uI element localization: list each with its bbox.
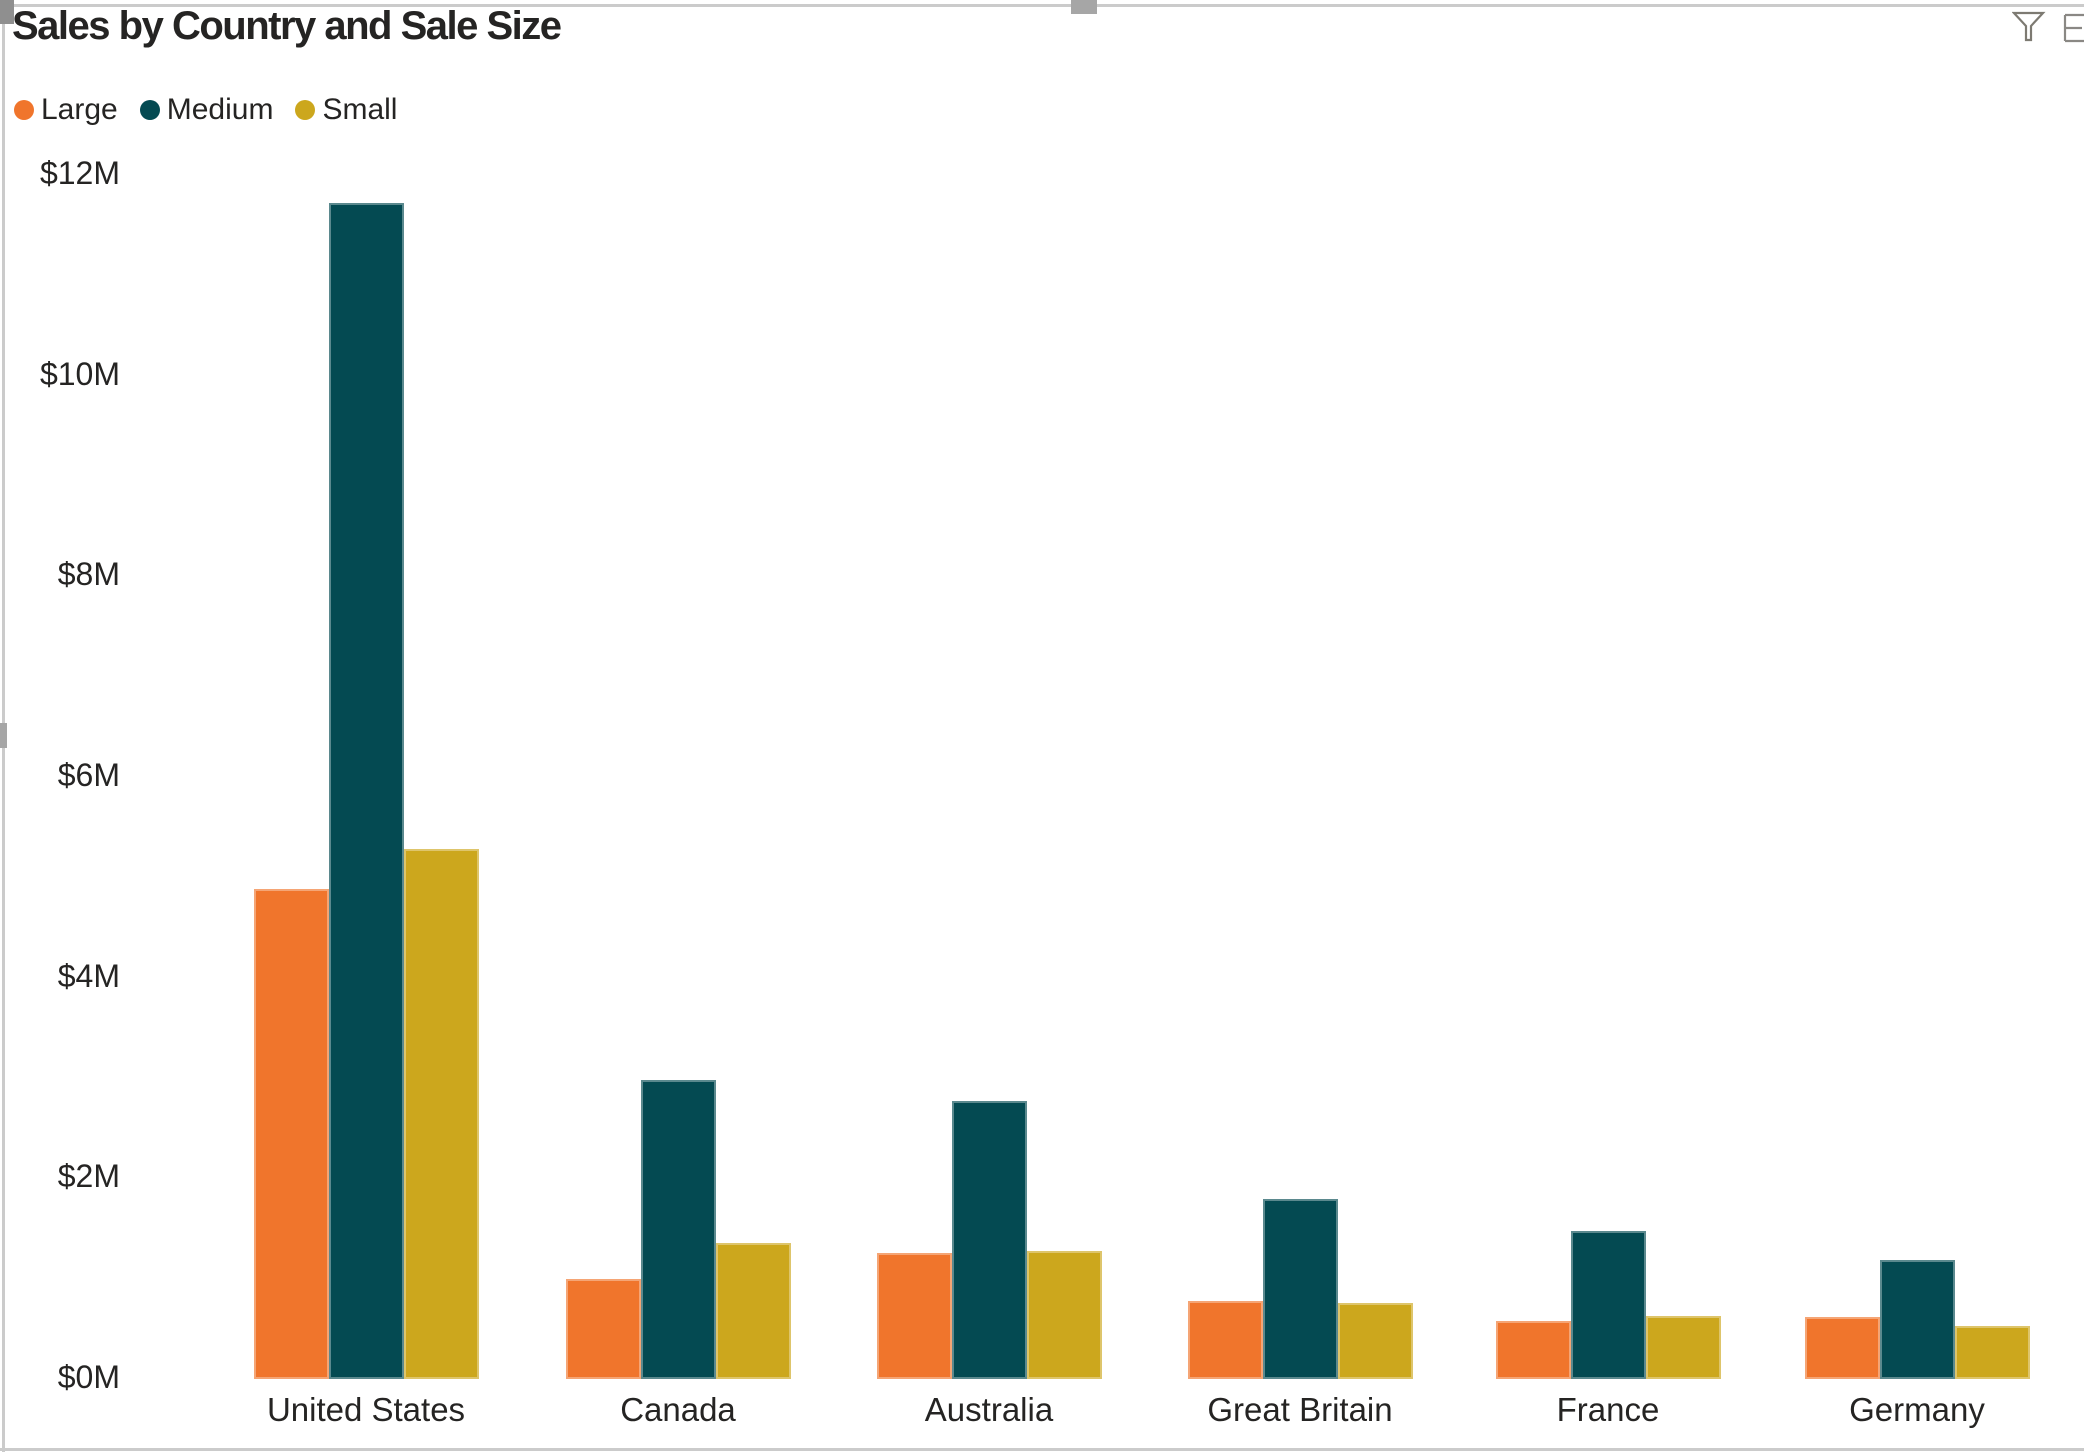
x-axis-label-canada: Canada — [620, 1391, 736, 1428]
bar-medium-germany[interactable] — [1879, 1259, 1955, 1379]
bar-medium-united-states[interactable] — [328, 203, 404, 1379]
y-axis-label: $8M — [57, 556, 120, 593]
x-axis-label-united-states: United States — [266, 1391, 466, 1428]
bar-small-great-britain[interactable] — [1337, 1302, 1413, 1379]
x-axis-label-great-britain: Great Britain — [1207, 1391, 1393, 1428]
x-axis-label-france: France — [1556, 1391, 1660, 1428]
bar-small-australia[interactable] — [1026, 1250, 1102, 1379]
bar-medium-canada[interactable] — [640, 1080, 716, 1379]
bar-large-great-britain[interactable] — [1187, 1300, 1263, 1379]
y-axis-label: $2M — [57, 1158, 120, 1195]
y-axis-label: $6M — [57, 757, 120, 793]
legend-dot-medium — [139, 100, 160, 120]
legend-item-small[interactable]: Small — [295, 93, 397, 127]
legend-item-medium[interactable]: Medium — [139, 93, 274, 127]
visual-border-bottom — [0, 1448, 2084, 1451]
bar-medium-australia[interactable] — [951, 1101, 1027, 1379]
bar-medium-great-britain[interactable] — [1262, 1199, 1338, 1379]
y-axis-label: $4M — [57, 957, 120, 994]
legend-label: Medium — [166, 93, 274, 126]
legend: Large Medium Small — [14, 93, 397, 127]
bar-small-germany[interactable] — [1954, 1325, 2030, 1379]
y-axis-label: $12M — [39, 155, 120, 191]
y-axis-label: $0M — [57, 1359, 120, 1395]
legend-label: Small — [322, 93, 398, 126]
bar-large-australia[interactable] — [876, 1252, 952, 1379]
bar-large-canada[interactable] — [565, 1278, 641, 1379]
bar-large-united-states[interactable] — [253, 889, 329, 1379]
legend-dot-small — [295, 100, 316, 120]
chart-title: Sales by Country and Sale Size — [12, 4, 562, 48]
visual-border-top — [0, 4, 2084, 7]
legend-label: Large — [41, 93, 118, 126]
bar-small-france[interactable] — [1645, 1315, 1721, 1379]
legend-item-large[interactable]: Large — [14, 93, 118, 127]
bar-large-germany[interactable] — [1804, 1316, 1880, 1379]
resize-handle-left-center[interactable] — [0, 723, 7, 748]
bar-medium-france[interactable] — [1570, 1230, 1646, 1379]
bar-small-canada[interactable] — [715, 1242, 791, 1379]
x-axis-label-germany: Germany — [1849, 1391, 1985, 1428]
bar-large-france[interactable] — [1495, 1320, 1571, 1379]
resize-handle-top-center[interactable] — [1071, 0, 1097, 14]
filter-icon[interactable] — [2011, 11, 2046, 48]
legend-dot-large — [14, 100, 34, 120]
y-axis-label: $10M — [39, 355, 120, 392]
resize-handle-top-left[interactable] — [0, 0, 14, 24]
x-axis-label-australia: Australia — [924, 1391, 1054, 1428]
bar-small-united-states[interactable] — [403, 849, 479, 1379]
